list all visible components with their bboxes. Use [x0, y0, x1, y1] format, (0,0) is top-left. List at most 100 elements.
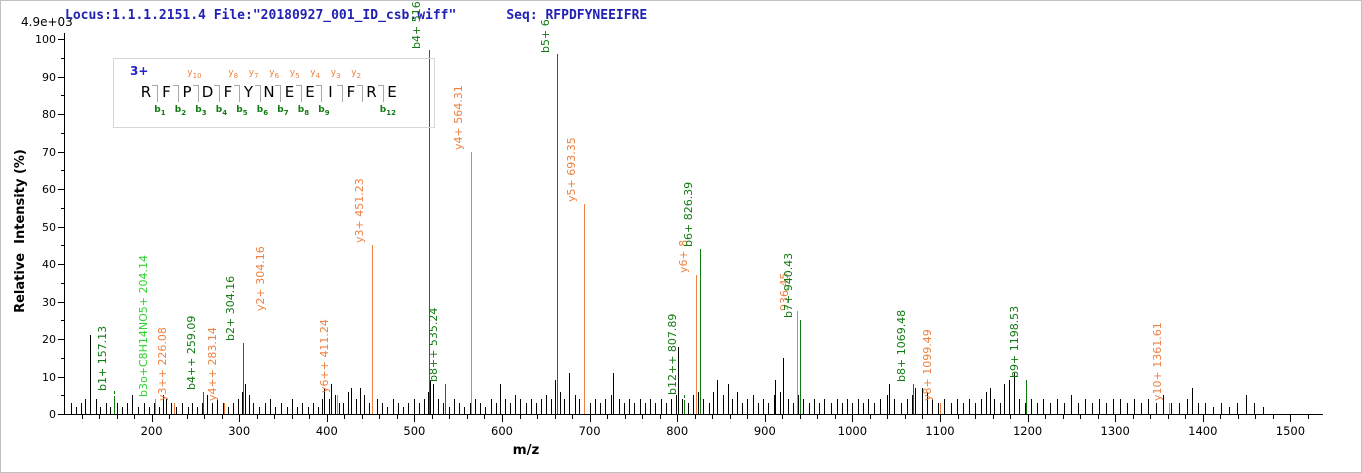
noise-peak — [1163, 395, 1165, 414]
x-minor-tick — [519, 415, 521, 419]
noise-peak — [222, 402, 224, 414]
noise-peak — [975, 402, 977, 414]
noise-peak — [921, 387, 923, 414]
x-minor-tick — [1255, 415, 1257, 419]
x-tick — [1202, 415, 1204, 422]
annotated-peak-line — [939, 402, 941, 414]
x-tick — [589, 415, 591, 422]
noise-peak — [1078, 402, 1080, 414]
y-tick — [58, 226, 64, 228]
noise-peak — [655, 402, 657, 414]
noise-peak — [956, 399, 958, 414]
x-tick-label: 200 — [140, 424, 163, 438]
noise-peak — [594, 399, 596, 414]
x-minor-tick — [624, 415, 626, 419]
noise-peak — [176, 406, 178, 414]
residue-letter: F — [223, 83, 233, 101]
peak-label: y3++ 226.08 — [155, 326, 169, 401]
noise-peak — [644, 402, 646, 414]
noise-peak — [678, 346, 680, 414]
x-minor-tick — [694, 415, 696, 419]
noise-peak — [880, 399, 882, 414]
x-minor-tick — [1062, 415, 1064, 419]
noise-peak — [387, 406, 389, 414]
annotated-peak-line — [445, 384, 447, 414]
x-tick-label: 600 — [491, 424, 513, 438]
noise-peak — [986, 391, 988, 414]
annotated-peak-line — [1026, 380, 1028, 414]
x-minor-tick — [572, 415, 574, 419]
y-ion-mark: y2 — [351, 68, 362, 80]
noise-peak — [999, 402, 1001, 414]
noise-peak — [803, 399, 805, 414]
residue-letter: F — [162, 83, 171, 101]
y-tick-label: 100 — [35, 33, 56, 46]
noise-peak — [424, 399, 426, 414]
x-tick-label: 1000 — [837, 424, 868, 438]
y-tick-label: 70 — [42, 145, 56, 159]
noise-peak — [438, 399, 440, 414]
noise-peak — [312, 402, 314, 414]
annotated-peak-line — [470, 151, 472, 414]
noise-peak — [787, 399, 789, 414]
noise-peak — [894, 399, 896, 414]
noise-peak — [1113, 399, 1115, 414]
y-tick-label: 40 — [42, 258, 56, 271]
residue-letter: Y — [243, 83, 254, 101]
y-minor-tick — [61, 57, 64, 59]
y-tick-label: 60 — [42, 183, 56, 196]
annotated-peak-line — [428, 50, 430, 414]
noise-peak — [862, 402, 864, 414]
x-minor-tick — [642, 415, 644, 419]
noise-peak — [269, 399, 271, 414]
noise-peak — [233, 402, 235, 414]
noise-peak — [1127, 402, 1129, 414]
fragmentation-bracket — [377, 85, 384, 102]
y-tick — [58, 339, 64, 340]
noise-peak — [932, 399, 934, 414]
noise-peak — [968, 399, 970, 414]
residue-letter: R — [140, 83, 152, 101]
y-minor-tick — [61, 95, 64, 97]
noise-peak — [841, 402, 843, 414]
x-minor-tick — [537, 415, 539, 419]
residue-letter: N — [263, 83, 275, 101]
noise-peak — [1187, 399, 1189, 414]
x-minor-tick — [466, 415, 468, 419]
x-minor-tick — [659, 415, 661, 419]
peak-label: y4++ 283.14 — [205, 326, 219, 401]
noise-peak — [137, 406, 139, 414]
noise-peak — [1071, 395, 1073, 414]
x-minor-tick — [309, 415, 311, 419]
noise-peak — [291, 399, 293, 414]
x-minor-tick — [817, 415, 819, 419]
noise-peak — [448, 406, 450, 414]
noise-peak — [1018, 399, 1020, 414]
x-tick-label: 800 — [666, 424, 689, 438]
noise-peak — [495, 402, 497, 414]
peak-label: y10+ 1361.61 — [1150, 322, 1164, 401]
residue-letter: R — [366, 83, 377, 101]
noise-peak — [819, 402, 821, 414]
annotated-peak-line — [695, 275, 697, 414]
noise-peak — [281, 402, 283, 414]
x-tick-label: 1500 — [1275, 424, 1306, 438]
noise-peak — [775, 380, 777, 414]
noise-peak — [500, 384, 502, 414]
x-minor-tick — [887, 415, 889, 419]
noise-peak — [1106, 402, 1108, 414]
b-ion-mark: b9 — [318, 105, 330, 117]
peak-label: b3o+C8H14NO5+ 204.14 — [136, 255, 150, 397]
noise-peak — [610, 395, 612, 414]
x-minor-tick — [449, 415, 451, 419]
noise-peak — [432, 384, 434, 414]
x-tick — [1027, 415, 1029, 422]
noise-peak — [852, 402, 854, 414]
noise-peak — [343, 402, 345, 414]
residue-letter: E — [305, 83, 315, 101]
y-axis-line — [64, 33, 65, 415]
noise-peak — [1245, 395, 1247, 414]
annotated-peak-line — [1169, 402, 1171, 414]
y-tick-label: 50 — [42, 220, 56, 234]
